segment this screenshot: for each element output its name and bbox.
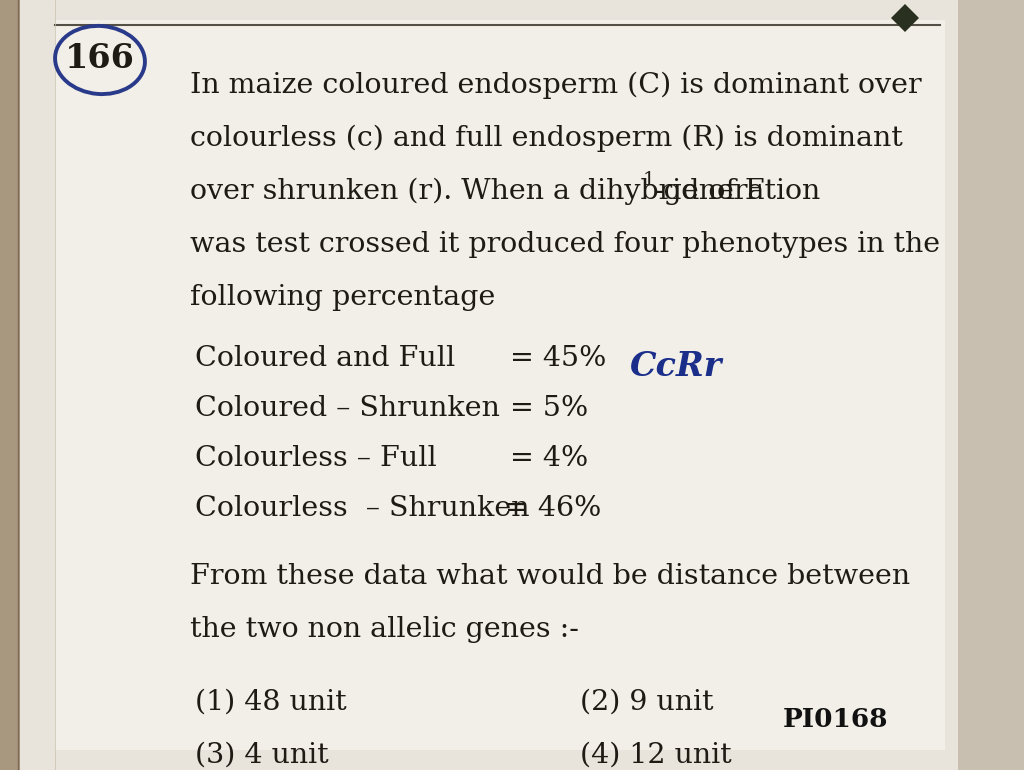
Text: Colourless – Full: Colourless – Full	[195, 445, 437, 472]
Text: -generation: -generation	[655, 178, 821, 205]
Text: 1: 1	[643, 171, 655, 189]
Text: From these data what would be distance between: From these data what would be distance b…	[190, 563, 910, 590]
Text: Colourless  – Shrunken: Colourless – Shrunken	[195, 495, 529, 522]
Text: (2) 9 unit: (2) 9 unit	[580, 689, 714, 716]
Text: colourless (c) and full endosperm (R) is dominant: colourless (c) and full endosperm (R) is…	[190, 125, 903, 152]
Text: = 46%: = 46%	[505, 495, 601, 522]
Text: (3) 4 unit: (3) 4 unit	[195, 742, 329, 769]
Text: Coloured – Shrunken: Coloured – Shrunken	[195, 395, 500, 422]
Text: PI0168: PI0168	[782, 707, 888, 732]
Text: In maize coloured endosperm (C) is dominant over: In maize coloured endosperm (C) is domin…	[190, 72, 922, 99]
Text: (1) 48 unit: (1) 48 unit	[195, 689, 347, 716]
Text: = 4%: = 4%	[510, 445, 588, 472]
Bar	[958, 0, 1024, 770]
Text: (4) 12 unit: (4) 12 unit	[580, 742, 731, 769]
Text: = 45%: = 45%	[510, 345, 606, 372]
Bar	[0, 0, 20, 770]
Text: Coloured and Full: Coloured and Full	[195, 345, 456, 372]
Text: = 5%: = 5%	[510, 395, 588, 422]
Text: the two non allelic genes :-: the two non allelic genes :-	[190, 616, 579, 643]
Text: following percentage: following percentage	[190, 284, 496, 311]
Text: CcRr: CcRr	[630, 350, 722, 383]
Bar	[55, 20, 945, 750]
Text: over shrunken (r). When a dihybrid of F: over shrunken (r). When a dihybrid of F	[190, 178, 765, 206]
Text: was test crossed it produced four phenotypes in the: was test crossed it produced four phenot…	[190, 231, 940, 258]
Text: 166: 166	[66, 42, 135, 75]
Polygon shape	[891, 4, 919, 32]
